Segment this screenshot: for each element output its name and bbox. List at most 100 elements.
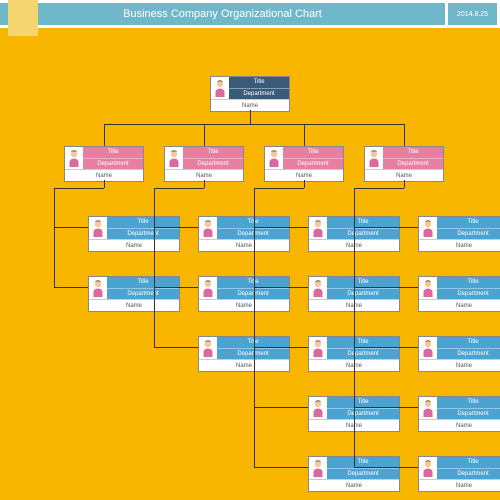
avatar-icon [419,457,437,479]
org-node: TitleDepartmentName [88,216,180,252]
node-name: Name [419,479,500,491]
avatar-icon [199,337,217,359]
node-department: Department [107,229,179,240]
connector-line [104,124,105,146]
connector-line [254,287,308,288]
node-department: Department [437,469,500,480]
avatar-icon [419,397,437,419]
header: Business Company Organizational Chart 20… [0,0,500,28]
avatar-icon [165,147,183,169]
org-node: TitleDepartmentName [418,456,500,492]
node-title: Title [437,397,500,409]
connector-line [354,467,418,468]
connector-line [354,188,355,467]
node-title: Title [183,147,243,159]
node-title: Title [383,147,443,159]
connector-line [204,124,205,146]
connector-line [154,287,198,288]
avatar-icon [89,217,107,239]
node-department: Department [383,159,443,170]
node-department: Department [83,159,143,170]
connector-line [354,227,418,228]
connector-line [154,188,155,347]
node-department: Department [327,469,399,480]
avatar-icon [365,147,383,169]
connector-line [304,124,305,146]
connector-line [254,467,308,468]
connector-line [204,180,205,188]
org-node: TitleDepartmentName [164,146,244,182]
node-department: Department [327,229,399,240]
org-node: TitleDepartmentName [198,336,290,372]
node-name: Name [199,359,289,371]
node-department: Department [437,409,500,420]
node-name: Name [309,479,399,491]
org-node: TitleDepartmentName [418,216,500,252]
org-node: TitleDepartmentName [88,276,180,312]
node-department: Department [107,289,179,300]
node-name: Name [419,239,500,251]
avatar-icon [309,277,327,299]
node-name: Name [419,299,500,311]
connector-line [154,347,198,348]
connector-line [304,180,305,188]
connector-line [154,188,204,189]
avatar-icon [65,147,83,169]
avatar-icon [265,147,283,169]
node-department: Department [327,349,399,360]
node-department: Department [327,289,399,300]
connector-line [354,188,404,189]
node-department: Department [437,229,500,240]
node-department: Department [217,289,289,300]
node-name: Name [199,239,289,251]
node-department: Department [437,289,500,300]
org-node: TitleDepartmentName [418,396,500,432]
connector-line [404,124,405,146]
avatar-icon [309,337,327,359]
connector-line [354,347,418,348]
header-date: 2014.8.25 [445,3,500,25]
node-title: Title [229,77,289,89]
org-node: TitleDepartmentName [64,146,144,182]
connector-line [104,124,404,125]
connector-line [54,227,88,228]
connector-line [254,407,308,408]
avatar-icon [419,337,437,359]
node-name: Name [89,239,179,251]
node-title: Title [437,217,500,229]
org-chart-canvas: TitleDepartmentNameTitleDepartmentNameTi… [0,28,500,500]
avatar-icon [309,217,327,239]
avatar-icon [199,277,217,299]
node-name: Name [199,299,289,311]
node-title: Title [437,457,500,469]
connector-line [54,188,104,189]
connector-line [250,110,251,124]
org-node: TitleDepartmentName [264,146,344,182]
node-department: Department [437,349,500,360]
header-title: Business Company Organizational Chart [0,3,445,25]
connector-line [154,227,198,228]
node-title: Title [83,147,143,159]
connector-line [254,227,308,228]
connector-line [254,188,255,467]
avatar-icon [211,77,229,99]
avatar-icon [199,217,217,239]
avatar-icon [89,277,107,299]
connector-line [354,287,418,288]
avatar-icon [419,217,437,239]
org-node: TitleDepartmentName [198,216,290,252]
avatar-icon [309,457,327,479]
header-tab [8,0,38,36]
org-node: TitleDepartmentName [198,276,290,312]
node-department: Department [217,349,289,360]
org-node: TitleDepartmentName [364,146,444,182]
connector-line [254,347,308,348]
connector-line [104,180,105,188]
node-department: Department [229,89,289,100]
connector-line [254,188,304,189]
connector-line [54,287,88,288]
node-name: Name [419,359,500,371]
node-name: Name [89,299,179,311]
org-node: TitleDepartmentName [418,276,500,312]
node-title: Title [437,277,500,289]
